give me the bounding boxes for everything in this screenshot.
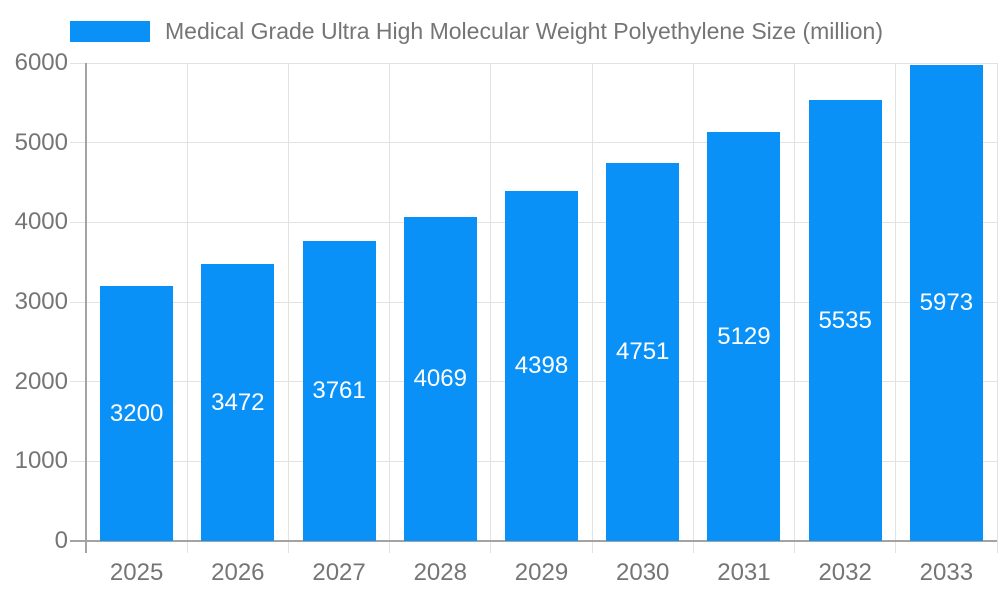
y-axis-line — [85, 63, 87, 553]
gridline-vertical — [186, 63, 188, 553]
gridline-vertical — [996, 63, 998, 553]
x-axis-label: 2033 — [919, 559, 974, 586]
bar: 4398 — [505, 191, 578, 541]
bar-value-label: 5973 — [919, 289, 974, 316]
gridline-vertical — [591, 63, 593, 553]
bar: 3761 — [302, 241, 376, 541]
y-axis-tick-label: 3000 — [14, 288, 68, 315]
gridline-vertical — [490, 63, 492, 553]
bar-value-label: 3761 — [312, 377, 366, 404]
gridline-horizontal — [70, 142, 997, 144]
bar-value-label: 4069 — [413, 365, 467, 392]
x-axis-label: 2025 — [109, 559, 164, 586]
bar-value-label: 5129 — [717, 322, 771, 350]
gridline-vertical — [895, 63, 897, 553]
y-axis-tick-label: 4000 — [14, 208, 68, 236]
y-axis-tick-label: 2000 — [14, 367, 68, 395]
bar: 5535 — [808, 100, 882, 541]
bar: 4069 — [403, 217, 477, 541]
gridline-vertical — [794, 63, 796, 553]
bar-value-label: 5535 — [818, 306, 872, 334]
bar: 3472 — [201, 264, 275, 541]
gridline-vertical — [692, 63, 694, 553]
legend-swatch — [70, 20, 150, 42]
x-axis-line — [70, 540, 997, 542]
y-axis-tick-label: 1000 — [14, 447, 68, 475]
x-axis-label: 2032 — [818, 559, 872, 586]
x-axis-label: 2028 — [413, 559, 467, 586]
bar: 3200 — [100, 286, 174, 541]
x-axis-label: 2029 — [514, 559, 569, 586]
x-axis-label: 2030 — [616, 559, 670, 586]
gridline-vertical — [389, 63, 391, 553]
bar-value-label: 3472 — [211, 388, 265, 416]
plot-area: 0 1000 2000 3000 4000 5000 6000 3200 3472 3761 406… — [15, 49, 998, 586]
legend-label: Medical Grade Ultra High Molecular Weigh… — [165, 17, 883, 44]
x-axis-label: 2031 — [717, 559, 771, 586]
bar: 5129 — [707, 132, 781, 541]
bar-value-label: 3200 — [109, 399, 164, 427]
gridline-horizontal — [70, 62, 997, 64]
bar: 5973 — [909, 65, 983, 541]
y-axis-tick-label: 6000 — [14, 49, 68, 76]
x-axis-label: 2027 — [312, 559, 366, 586]
y-axis-tick-label: 5000 — [14, 128, 68, 156]
gridline-vertical — [287, 63, 289, 553]
y-axis-tick-label: 0 — [54, 527, 68, 554]
bar-value-label: 4751 — [616, 338, 670, 365]
x-axis-label: 2026 — [211, 559, 265, 586]
bar-value-label: 4398 — [514, 352, 569, 379]
bar: 4751 — [606, 163, 680, 541]
legend: Medical Grade Ultra High Molecular Weigh… — [70, 15, 883, 47]
